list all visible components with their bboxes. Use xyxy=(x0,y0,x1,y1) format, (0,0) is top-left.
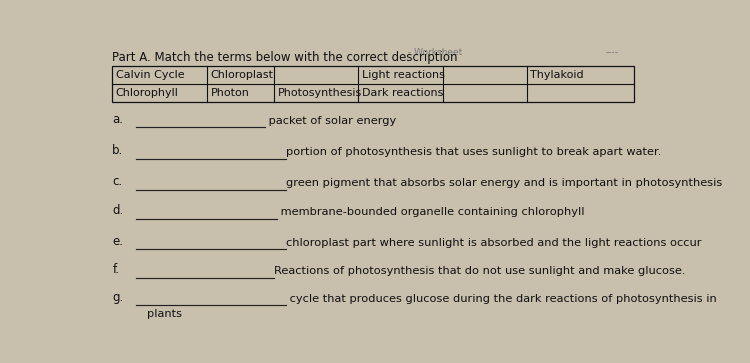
Text: f.: f. xyxy=(112,263,119,276)
Text: packet of solar energy: packet of solar energy xyxy=(266,116,397,126)
Text: Calvin Cycle: Calvin Cycle xyxy=(116,70,184,80)
Text: Photon: Photon xyxy=(211,88,250,98)
Text: a.: a. xyxy=(112,113,123,126)
Text: portion of photosynthesis that uses sunlight to break apart water.: portion of photosynthesis that uses sunl… xyxy=(286,147,661,157)
Text: ----: ---- xyxy=(605,48,618,57)
Text: e.: e. xyxy=(112,234,123,248)
Text: Chloroplast: Chloroplast xyxy=(211,70,274,80)
Text: membrane-bounded organelle containing chlorophyll: membrane-bounded organelle containing ch… xyxy=(277,207,584,217)
Text: Part A. Match the terms below with the correct description: Part A. Match the terms below with the c… xyxy=(112,52,458,64)
Text: Reactions of photosynthesis that do not use sunlight and make glucose.: Reactions of photosynthesis that do not … xyxy=(274,266,686,276)
Text: c.: c. xyxy=(112,175,122,188)
Text: Photosynthesis: Photosynthesis xyxy=(278,88,362,98)
Text: - Worksheet: - Worksheet xyxy=(408,48,462,57)
Text: d.: d. xyxy=(112,204,124,217)
Text: cycle that produces glucose during the dark reactions of photosynthesis in: cycle that produces glucose during the d… xyxy=(286,294,716,304)
Text: b.: b. xyxy=(112,144,124,157)
Text: green pigment that absorbs solar energy and is important in photosynthesis: green pigment that absorbs solar energy … xyxy=(286,178,722,188)
Text: Dark reactions: Dark reactions xyxy=(362,88,443,98)
Text: chloroplast part where sunlight is absorbed and the light reactions occur: chloroplast part where sunlight is absor… xyxy=(286,238,701,248)
Text: g.: g. xyxy=(112,291,124,304)
Text: Thylakoid: Thylakoid xyxy=(530,70,584,80)
Text: Chlorophyll: Chlorophyll xyxy=(116,88,178,98)
Bar xyxy=(112,66,634,102)
Text: Light reactions: Light reactions xyxy=(362,70,445,80)
Text: plants: plants xyxy=(147,309,182,319)
